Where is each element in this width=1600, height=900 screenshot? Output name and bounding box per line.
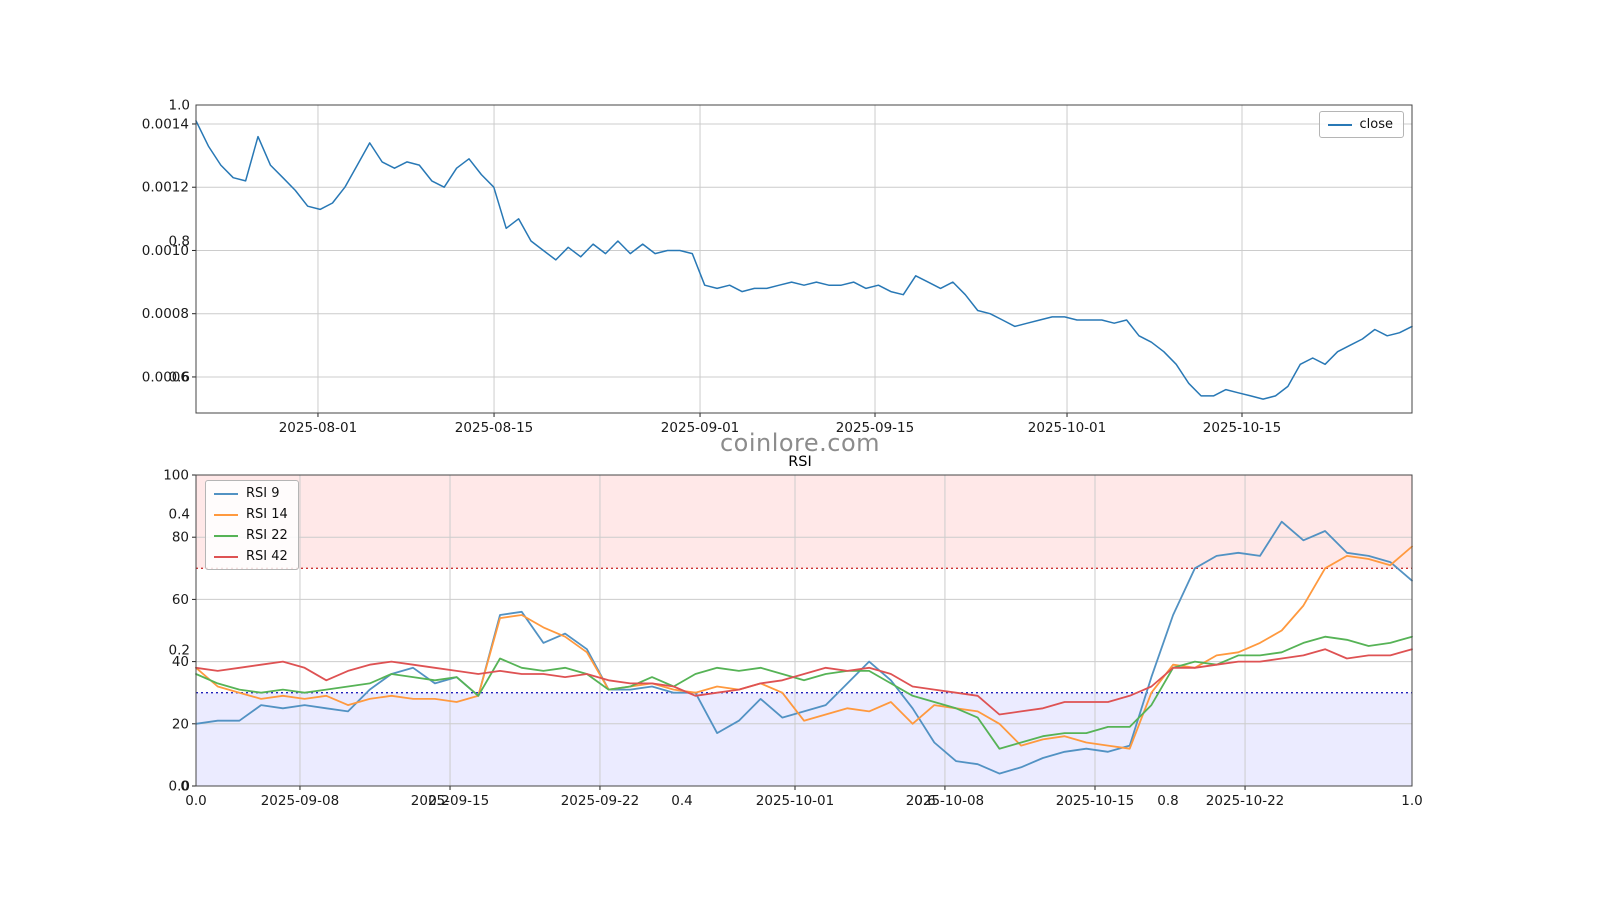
rsi-14-line-swatch — [214, 513, 238, 516]
rsi-42-line-swatch — [214, 555, 238, 558]
x-tick-label: 2025-10-01 — [756, 793, 834, 809]
y-tick-label: 0.0008 — [142, 306, 189, 322]
y-tick-label: 40 — [172, 654, 189, 670]
overlay-axis: 1.0 0.8 0.6 0.4 0.2 0.00.0 0.2 0.4 0.6 0.8 1.0 — [169, 98, 1423, 810]
y-tick-label: 0.0010 — [142, 243, 189, 259]
y-tick-label: 0 — [180, 779, 189, 795]
overlay-y-tick-label: 1.0 — [169, 98, 190, 114]
legend-row-rsi-14: RSI 14 — [214, 507, 288, 522]
x-tick-label: 2025-08-15 — [455, 420, 533, 436]
rsi-9-line-swatch — [214, 492, 238, 495]
legend-row-rsi-9: RSI 9 — [214, 486, 288, 501]
overlay-y-tick-label: 0.6 — [169, 370, 190, 386]
close-line-swatch — [1327, 123, 1352, 126]
x-tick-label: 2025-08-01 — [279, 420, 357, 436]
series-rsi-22-line — [195, 635, 1413, 750]
x-tick-label: 2025-10-01 — [1028, 420, 1106, 436]
rsi-plot: 2025-09-08 2025-09-15 2025-09-22 2025-10-01… — [163, 468, 1413, 809]
x-tick-label: 2025-09-01 — [661, 420, 739, 436]
legend-label-rsi-14: RSI 14 — [246, 507, 288, 522]
series-rsi-9-line — [195, 520, 1413, 775]
price-legend: close — [1318, 111, 1404, 138]
y-tick-label: 0.0014 — [142, 116, 189, 132]
legend-label-rsi-9: RSI 9 — [246, 486, 280, 501]
y-tick-label: 0.0012 — [142, 180, 189, 196]
oversold-band — [196, 692, 1412, 786]
overlay-x-tick-label: 1.0 — [1401, 793, 1422, 809]
series-close-line — [195, 120, 1413, 400]
y-tick-label: 20 — [172, 716, 189, 732]
y-tick-label: 0.0006 — [142, 369, 189, 385]
overlay-y-tick-label: 0.2 — [169, 643, 190, 659]
price-plot-frame — [195, 104, 1413, 414]
x-tick-label: 2025-09-22 — [561, 793, 639, 809]
overlay-y-tick-label: 0.8 — [169, 234, 190, 250]
overlay-x-tick-label: 0.4 — [671, 793, 692, 809]
x-tick-label: 2025-10-15 — [1203, 420, 1281, 436]
rsi-22-line-swatch — [214, 534, 238, 537]
legend-row-rsi-22: RSI 22 — [214, 528, 288, 543]
legend-label-rsi-42: RSI 42 — [246, 549, 288, 564]
rsi-plot-frame — [195, 474, 1413, 787]
rsi-legend: RSI 9 RSI 14 RSI 22 RSI 42 — [205, 480, 299, 570]
legend-label-close: close — [1359, 117, 1393, 132]
overlay-x-tick-label: 0.2 — [428, 793, 449, 809]
x-tick-label: 2025-10-22 — [1206, 793, 1284, 809]
x-tick-label: 2025-09-08 — [261, 793, 339, 809]
overlay-y-tick-label: 0.4 — [169, 507, 190, 523]
overlay-x-tick-label: 0.8 — [1157, 793, 1178, 809]
series-rsi-14-line — [195, 545, 1413, 750]
y-tick-label: 80 — [172, 530, 189, 546]
y-tick-label: 100 — [163, 468, 189, 484]
overlay-x-tick-label: 0.0 — [185, 793, 206, 809]
x-tick-label: 2025-10-15 — [1056, 793, 1134, 809]
rsi-chart-title: RSI — [788, 454, 812, 470]
x-tick-label: 2025-09-15 — [411, 793, 489, 809]
overlay-x-tick-label: 0.6 — [914, 793, 935, 809]
overlay-y-tick-label: 0.0 — [169, 779, 190, 795]
legend-label-rsi-22: RSI 22 — [246, 528, 288, 543]
legend-row-rsi-42: RSI 42 — [214, 549, 288, 564]
series-rsi-42-line — [195, 648, 1413, 716]
watermark: coinlore.com — [719, 429, 881, 457]
y-tick-label: 60 — [172, 592, 189, 608]
overbought-band — [196, 475, 1412, 569]
legend-row-close: close — [1327, 117, 1393, 132]
x-tick-label: 2025-10-08 — [906, 793, 984, 809]
price-plot: 2025-08-01 2025-08-15 2025-09-01 2025-09-15… — [142, 104, 1413, 436]
x-tick-label: 2025-09-15 — [836, 420, 914, 436]
